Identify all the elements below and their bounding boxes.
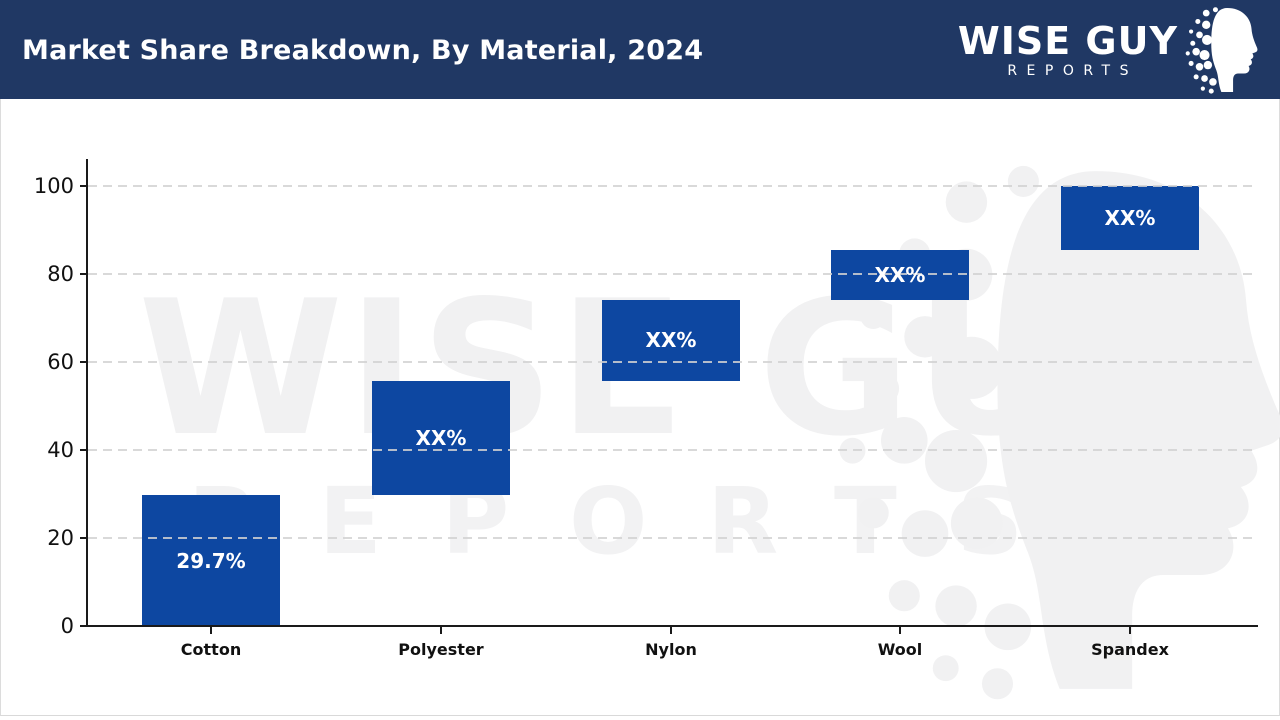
x-category-label: Spandex — [1091, 640, 1169, 659]
brand-name: WISE GUY — [957, 19, 1178, 63]
y-tick-label: 40 — [47, 438, 74, 462]
y-tick-mark — [80, 273, 88, 275]
x-tick-mark — [1129, 627, 1131, 634]
bar-value-label: XX% — [645, 328, 697, 353]
x-tick-mark — [440, 627, 442, 634]
gridline — [88, 537, 1258, 539]
y-tick-mark — [80, 361, 88, 363]
x-category-label: Polyester — [398, 640, 484, 659]
x-tick-mark — [210, 627, 212, 634]
y-tick-mark — [80, 537, 88, 539]
gridline — [88, 361, 1258, 363]
gridline — [88, 185, 1258, 187]
y-axis-line — [86, 159, 88, 627]
bar-nylon — [602, 299, 740, 381]
brand-subtitle: REPORTS — [1007, 63, 1138, 79]
bar-cotton — [142, 495, 280, 626]
x-category-label: Nylon — [645, 640, 697, 659]
y-tick-label: 20 — [47, 526, 74, 550]
brand-logo: WISE GUY REPORTS — [958, 4, 1266, 96]
brand-wordmark: WISE GUY REPORTS — [958, 22, 1178, 78]
wiseguy-head-icon — [1180, 3, 1266, 97]
bar-value-label: XX% — [1104, 205, 1156, 230]
x-category-label: Cotton — [180, 640, 242, 659]
y-tick-mark — [80, 625, 88, 627]
y-tick-label: 60 — [47, 350, 74, 374]
bar-value-label: XX% — [874, 262, 926, 287]
header-bar: Market Share Breakdown, By Material, 202… — [0, 0, 1280, 100]
x-category-label: Wool — [877, 640, 923, 659]
gridline — [88, 273, 1258, 275]
x-tick-mark — [670, 627, 672, 634]
y-tick-mark — [80, 185, 88, 187]
y-tick-label: 0 — [60, 614, 74, 638]
x-tick-mark — [899, 627, 901, 634]
bar-value-label: 29.7% — [176, 548, 246, 573]
y-tick-label: 100 — [33, 174, 74, 198]
gridline — [88, 449, 1258, 451]
chart-title: Market Share Breakdown, By Material, 202… — [22, 34, 704, 66]
x-axis-line — [86, 625, 1258, 627]
bar-value-label: XX% — [415, 426, 467, 451]
bar-polyester — [372, 380, 510, 496]
y-tick-label: 80 — [47, 262, 74, 286]
y-tick-mark — [80, 449, 88, 451]
